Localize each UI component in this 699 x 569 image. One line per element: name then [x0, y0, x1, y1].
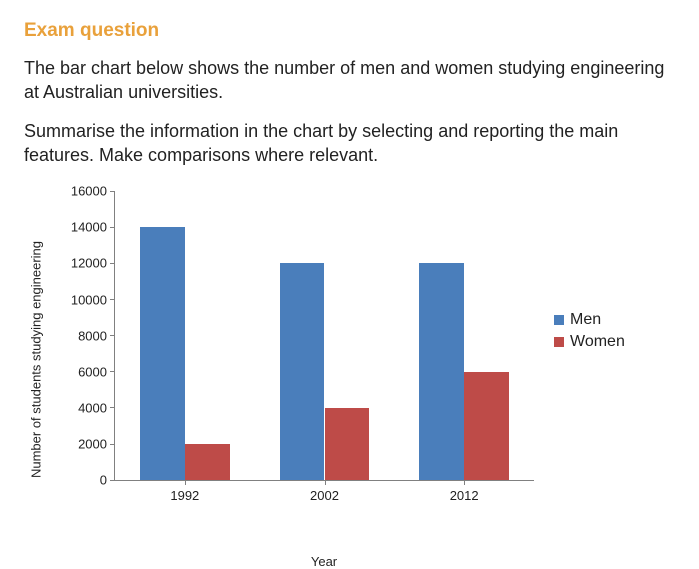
- legend-swatch-icon: [554, 315, 564, 325]
- bar-men-1992: [140, 227, 185, 480]
- legend-label: Men: [570, 311, 601, 329]
- bar-men-2012: [419, 263, 464, 480]
- y-tick-label: 14000: [71, 220, 115, 235]
- bar-women-2012: [464, 372, 509, 480]
- y-tick-label: 16000: [71, 184, 115, 199]
- question-paragraph-1: The bar chart below shows the number of …: [24, 56, 675, 105]
- bar-chart: Number of students studying engineering …: [24, 181, 664, 541]
- y-tick-label: 12000: [71, 256, 115, 271]
- exam-question-heading: Exam question: [24, 20, 675, 42]
- plot-area: 0200040006000800010000120001400016000199…: [114, 191, 534, 481]
- legend-item-women: Women: [554, 333, 625, 351]
- bar-women-1992: [185, 444, 230, 480]
- legend-label: Women: [570, 333, 625, 351]
- chart-legend: Men Women: [554, 311, 625, 355]
- legend-swatch-icon: [554, 337, 564, 347]
- bar-men-2002: [280, 263, 325, 480]
- question-paragraph-2: Summarise the information in the chart b…: [24, 119, 675, 168]
- y-axis-label: Number of students studying engineering: [29, 241, 44, 478]
- legend-item-men: Men: [554, 311, 625, 329]
- bar-women-2002: [325, 408, 370, 480]
- y-tick-label: 10000: [71, 292, 115, 307]
- x-axis-label: Year: [114, 554, 534, 569]
